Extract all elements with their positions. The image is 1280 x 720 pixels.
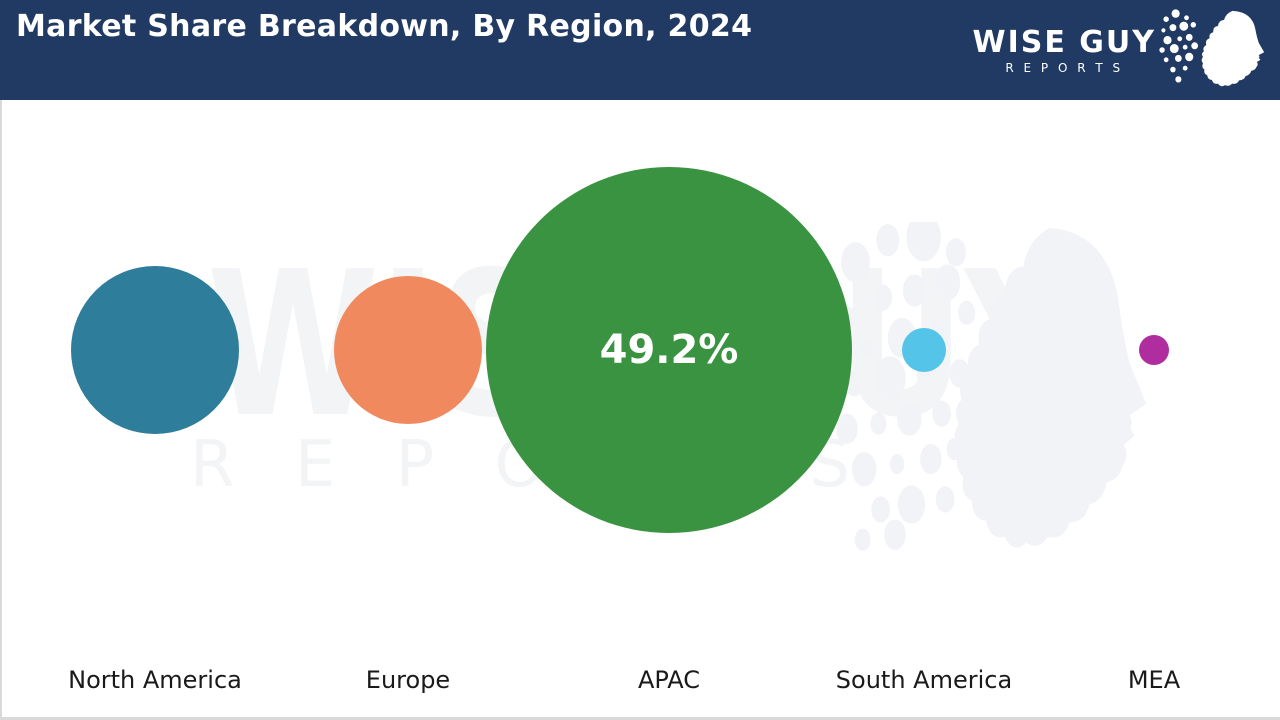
bubble-apac: 49.2% <box>486 167 852 533</box>
bubble-europe <box>334 276 482 424</box>
category-label-europe: Europe <box>365 666 451 694</box>
logo-face-icon <box>1159 9 1265 87</box>
header: Market Share Breakdown, By Region, 2024 … <box>0 0 1280 100</box>
category-label-south-america: South America <box>835 666 1013 694</box>
bubble-mea <box>1139 335 1169 365</box>
watermark-face-icon <box>836 222 1147 551</box>
logo-title-text: WISE GUY <box>972 25 1156 60</box>
category-label-mea: MEA <box>1127 666 1181 694</box>
logo-subtitle-text: R E P O R T S <box>1005 61 1124 75</box>
brand-logo: WISE GUY R E P O R T S <box>972 4 1270 96</box>
bubble-value-label: 49.2% <box>599 327 739 373</box>
bubble-layer: 49.2% <box>2 100 1280 717</box>
bubble-south-america <box>902 328 946 372</box>
chart-area: WISE GUY R E P O R T S 49.2% North Ameri… <box>0 100 1280 717</box>
logo-wordmark: WISE GUY R E P O R T S <box>972 25 1156 75</box>
bottom-border <box>0 717 1280 720</box>
category-label-apac: APAC <box>637 666 701 694</box>
category-axis: North America Europe APAC South America MEA <box>2 100 1280 717</box>
page-title: Market Share Breakdown, By Region, 2024 <box>16 9 753 44</box>
bubble-north-america <box>71 266 239 434</box>
category-label-north-america: North America <box>68 666 242 694</box>
